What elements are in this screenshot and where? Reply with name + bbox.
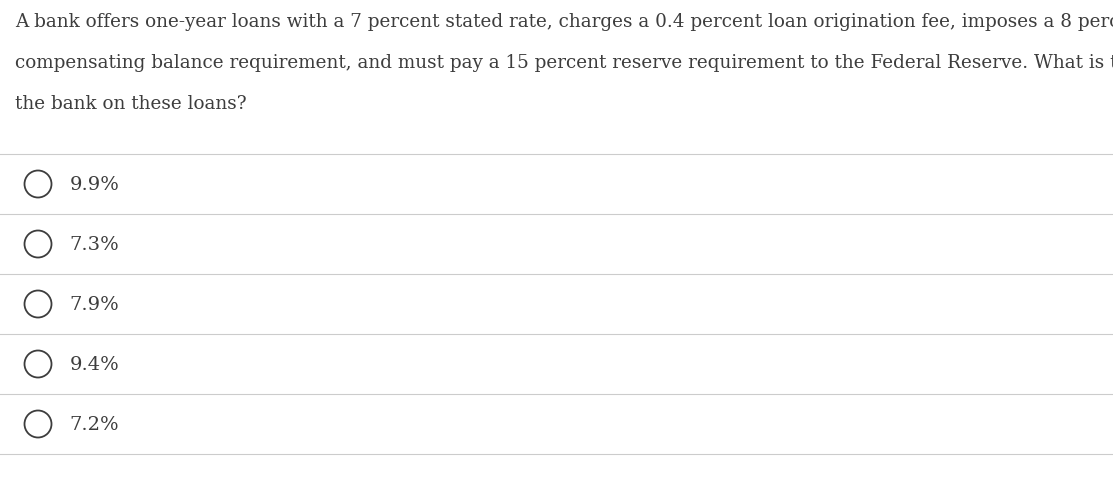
Text: 9.9%: 9.9% (69, 176, 119, 194)
Text: the bank on these loans?: the bank on these loans? (14, 95, 247, 113)
Text: 9.4%: 9.4% (69, 355, 119, 373)
Text: A bank offers one-year loans with a 7 percent stated rate, charges a 0.4 percent: A bank offers one-year loans with a 7 pe… (14, 13, 1113, 31)
Text: 7.2%: 7.2% (69, 415, 119, 433)
Text: compensating balance requirement, and must pay a 15 percent reserve requirement : compensating balance requirement, and mu… (14, 54, 1113, 72)
Text: 7.3%: 7.3% (69, 236, 119, 254)
Text: 7.9%: 7.9% (69, 295, 119, 313)
